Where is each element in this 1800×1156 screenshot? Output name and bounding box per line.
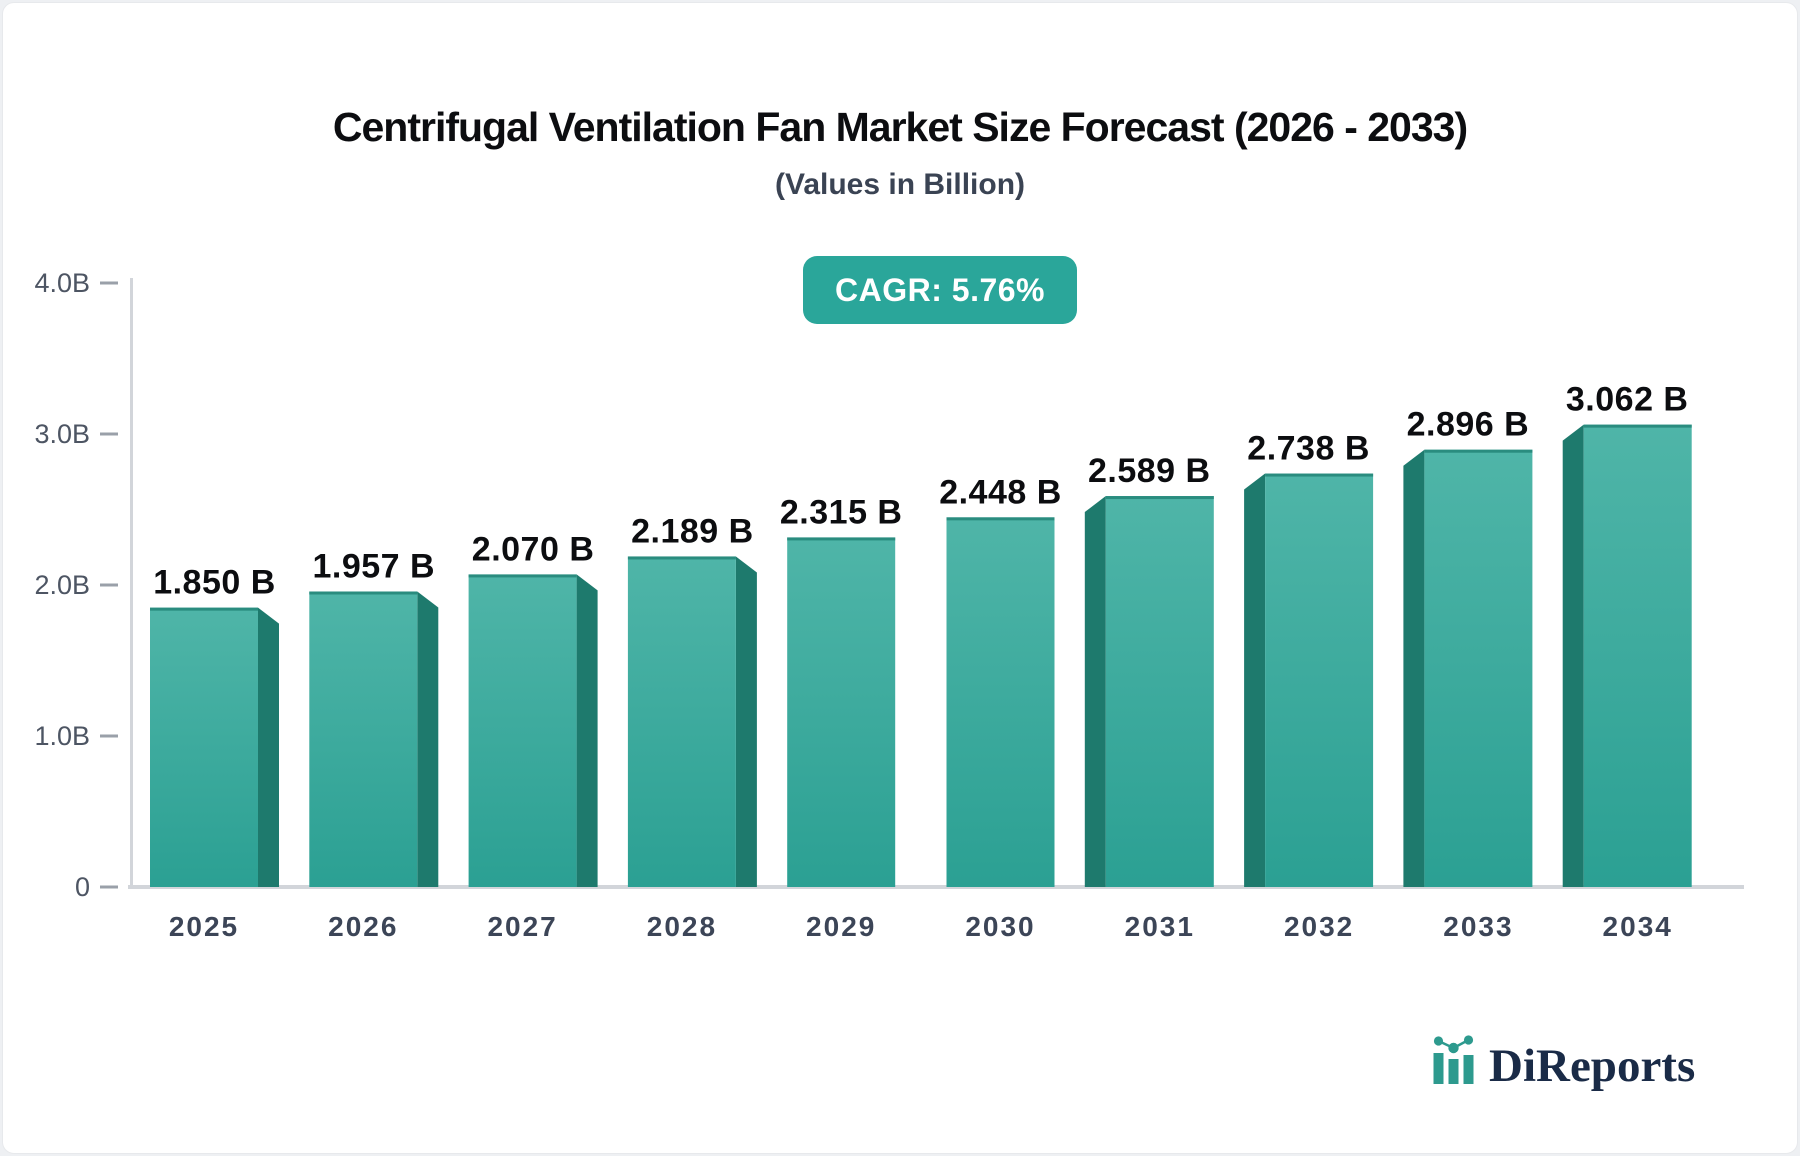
x-axis-label-2032: 2032 bbox=[1284, 911, 1354, 942]
bar-side-face bbox=[735, 556, 757, 887]
bar-side-face bbox=[1562, 424, 1584, 887]
bar-side-face bbox=[1403, 449, 1425, 887]
bar-2026 bbox=[309, 591, 418, 887]
bar-top-edge bbox=[627, 556, 736, 560]
y-axis-tick bbox=[100, 885, 118, 889]
bar-side-face bbox=[1244, 473, 1266, 887]
x-axis-label-2026: 2026 bbox=[328, 911, 398, 942]
bar-2025 bbox=[150, 607, 258, 887]
x-axis-label-2030: 2030 bbox=[965, 911, 1035, 942]
bar-top-edge bbox=[309, 591, 418, 595]
bar-group-2029: 2.315 B 2029 bbox=[780, 493, 903, 942]
bar-group-2026: 1.957 B 2026 bbox=[309, 547, 439, 942]
y-axis-tick bbox=[100, 281, 118, 285]
bar-group-2028: 2.189 B 2028 bbox=[627, 512, 757, 942]
bar-group-2027: 2.070 B 2027 bbox=[468, 530, 598, 942]
bar-side-face bbox=[417, 591, 439, 887]
bar-top-edge bbox=[468, 574, 577, 578]
x-axis-label-2033: 2033 bbox=[1443, 911, 1513, 942]
bar-top-edge bbox=[1105, 496, 1214, 500]
bar-2031 bbox=[1105, 496, 1214, 887]
bar-value-label: 2.589 B bbox=[1088, 452, 1211, 490]
y-axis-tick-label: 2.0B bbox=[34, 570, 90, 600]
bar-2029 bbox=[787, 537, 896, 887]
bar-2028 bbox=[627, 556, 736, 887]
chart-title: Centrifugal Ventilation Fan Market Size … bbox=[332, 104, 1468, 150]
x-axis-label-2027: 2027 bbox=[487, 911, 557, 942]
bar-value-label: 2.189 B bbox=[631, 512, 754, 550]
x-axis-line bbox=[128, 885, 1744, 889]
bar-value-label: 2.315 B bbox=[780, 493, 903, 531]
bar-value-label: 2.738 B bbox=[1247, 430, 1370, 468]
y-axis-tick bbox=[100, 583, 118, 587]
bar-2027 bbox=[468, 574, 577, 887]
brand-logo-text: DiReports bbox=[1489, 1040, 1696, 1093]
y-axis-tick-label: 3.0B bbox=[34, 419, 90, 449]
bar-group-2030: 2.448 B 2030 bbox=[939, 473, 1062, 942]
bar-top-edge bbox=[1265, 473, 1374, 477]
bar-2030 bbox=[946, 517, 1055, 887]
bar-group-2033: 2.896 B 2033 bbox=[1403, 406, 1533, 942]
bar-side-face bbox=[258, 607, 279, 887]
bar-value-label: 2.448 B bbox=[939, 473, 1062, 511]
bar-top-edge bbox=[946, 517, 1055, 521]
bar-top-edge bbox=[787, 537, 896, 541]
bar-group-2025: 1.850 B 2025 bbox=[150, 564, 279, 942]
bar-value-label: 2.896 B bbox=[1407, 406, 1530, 444]
y-axis-line bbox=[130, 278, 133, 889]
bar-side-face bbox=[1084, 496, 1106, 887]
bar-2034 bbox=[1583, 424, 1692, 887]
bar-top-edge bbox=[150, 607, 258, 611]
x-axis-label-2029: 2029 bbox=[806, 911, 876, 942]
bar-top-edge bbox=[1583, 424, 1692, 428]
cagr-badge: CAGR: 5.76% bbox=[803, 256, 1077, 324]
bar-group-2031: 2.589 B 2031 bbox=[1084, 452, 1214, 942]
bar-value-label: 1.957 B bbox=[313, 547, 436, 585]
bar-2032 bbox=[1265, 473, 1374, 887]
mini-bar-chart-logo-icon bbox=[1433, 1035, 1474, 1084]
x-axis-label-2028: 2028 bbox=[647, 911, 717, 942]
chart-subtitle: (Values in Billion) bbox=[774, 168, 1026, 201]
y-axis-tick-label: 4.0B bbox=[34, 268, 90, 298]
y-axis-tick-label: 1.0B bbox=[34, 721, 90, 751]
bar-value-label: 3.062 B bbox=[1566, 381, 1689, 419]
bar-side-face bbox=[576, 574, 598, 887]
y-axis-tick bbox=[100, 432, 118, 436]
y-axis-tick bbox=[100, 734, 118, 738]
bar-group-2034: 3.062 B 2034 bbox=[1562, 381, 1692, 942]
bar-2033 bbox=[1424, 449, 1533, 887]
bar-value-label: 1.850 B bbox=[153, 564, 276, 602]
x-axis-label-2031: 2031 bbox=[1125, 911, 1195, 942]
brand-logo: DiReports bbox=[1433, 1034, 1695, 1093]
x-axis-label-2034: 2034 bbox=[1603, 911, 1673, 942]
bar-group-2032: 2.738 B 2032 bbox=[1244, 430, 1374, 942]
bar-top-edge bbox=[1424, 449, 1533, 453]
bar-value-label: 2.070 B bbox=[472, 530, 595, 568]
x-axis-label-2025: 2025 bbox=[169, 911, 239, 942]
y-axis-tick-label: 0 bbox=[75, 872, 90, 902]
